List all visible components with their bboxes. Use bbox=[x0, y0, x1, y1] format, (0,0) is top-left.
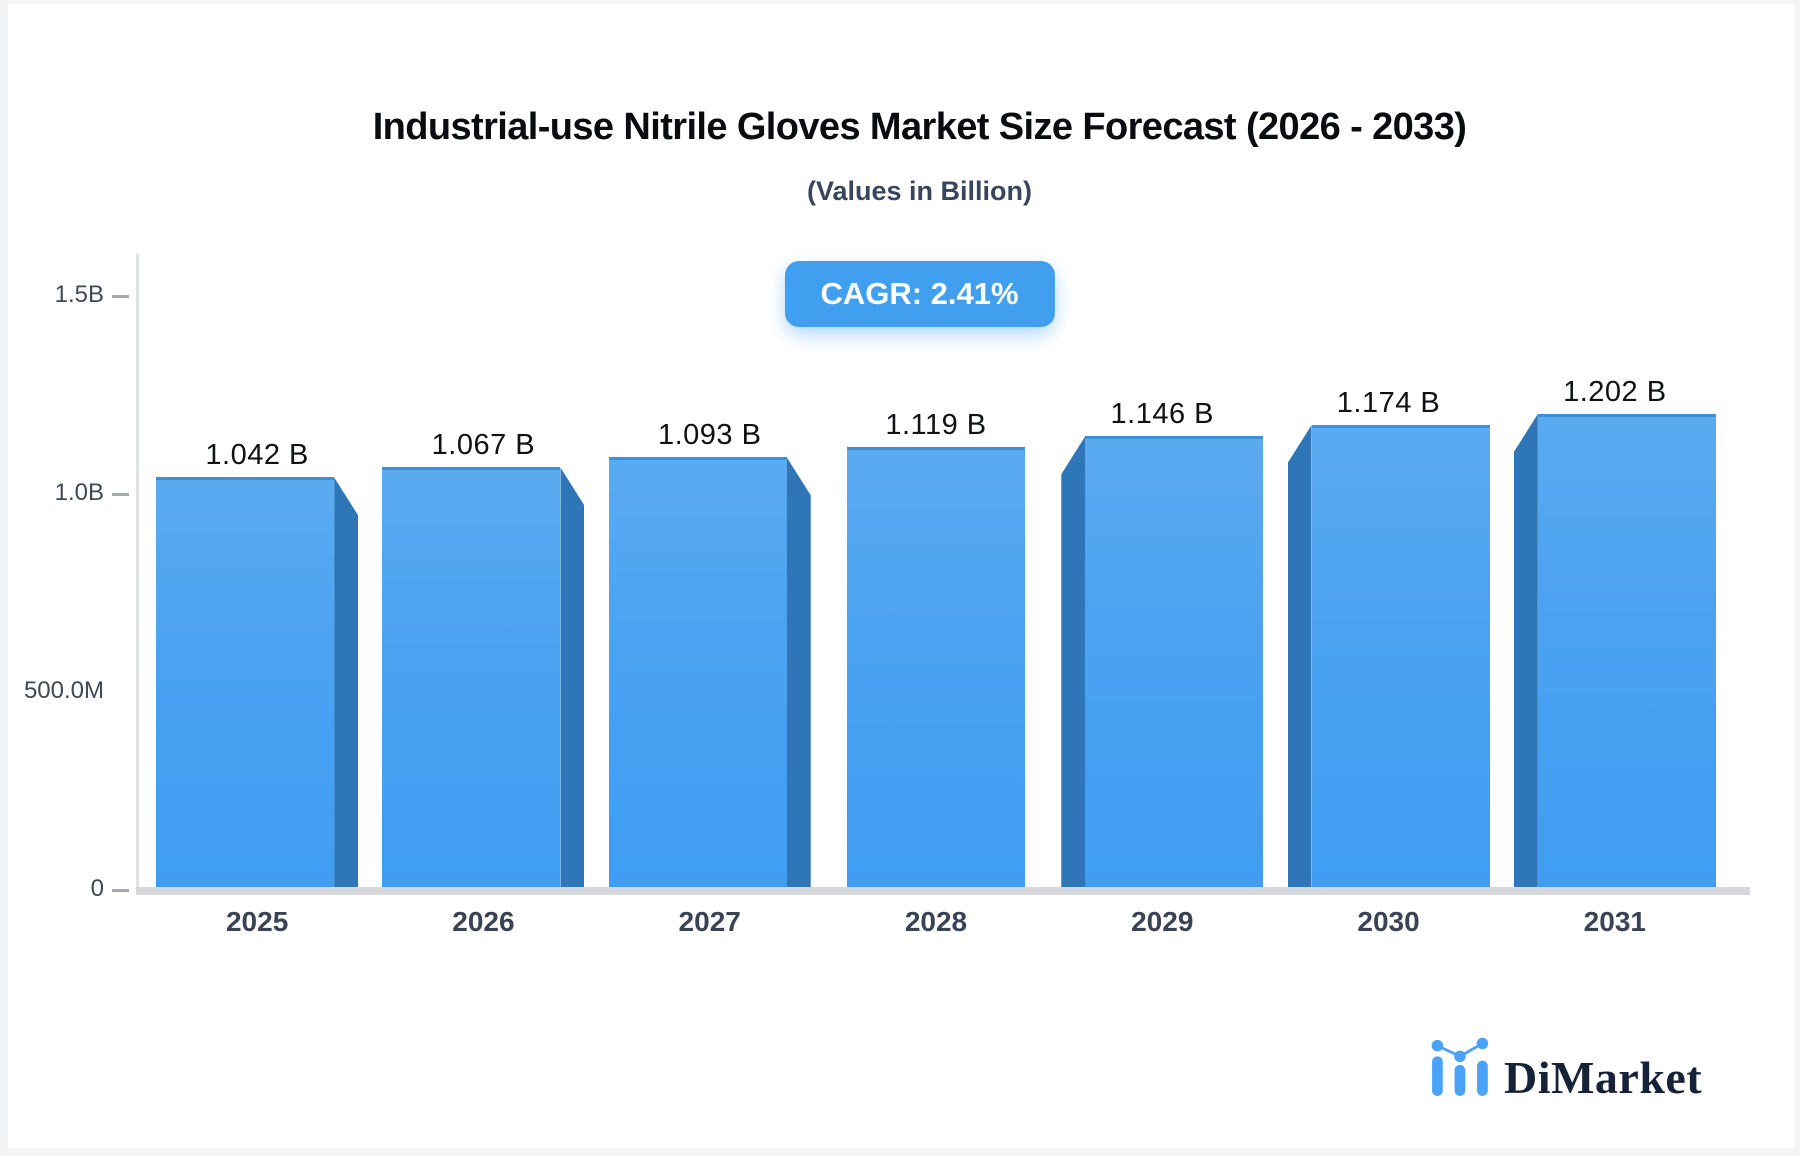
bar-bevel bbox=[1061, 436, 1086, 890]
x-axis-label-2025: 2025 bbox=[225, 906, 289, 937]
y-axis-label: 500.0M bbox=[23, 677, 104, 704]
bar-2029[interactable] bbox=[1061, 436, 1264, 890]
bar-face[interactable] bbox=[1537, 414, 1716, 890]
bar-slot: 1.067 B bbox=[370, 296, 596, 890]
bar-face[interactable] bbox=[846, 446, 1025, 890]
bar-2027[interactable] bbox=[608, 457, 811, 890]
dimarket-logo-icon bbox=[1428, 1036, 1494, 1101]
bar-bevel bbox=[334, 477, 359, 890]
x-axis-labels: 2025 2026 2027 2028 2029 2030 2031 bbox=[144, 906, 1728, 938]
bar-2025[interactable] bbox=[156, 477, 359, 890]
brand-watermark: DiMarket bbox=[1428, 1036, 1702, 1101]
bar-face[interactable] bbox=[1085, 436, 1264, 890]
bar-group-2028: 1.119 B bbox=[835, 296, 1037, 890]
y-axis-label: 1.0B bbox=[54, 479, 104, 506]
y-axis-tick bbox=[112, 493, 129, 496]
bar-value-label: 1.042 B bbox=[205, 439, 309, 472]
bar-2030[interactable] bbox=[1287, 425, 1490, 890]
x-axis-label-2029: 2029 bbox=[1131, 906, 1194, 937]
x-axis-baseline bbox=[136, 887, 1750, 895]
bar-group-2031: 1.202 B bbox=[1513, 296, 1716, 890]
bar-face[interactable] bbox=[382, 467, 561, 890]
x-axis-label-2026: 2026 bbox=[452, 906, 515, 937]
bar-slot: 1.093 B bbox=[597, 296, 823, 890]
bar-face[interactable] bbox=[156, 477, 335, 890]
bar-face[interactable] bbox=[608, 457, 787, 890]
bar-bevel bbox=[786, 457, 811, 890]
bar-group-2025: 1.042 B bbox=[156, 296, 359, 890]
y-axis-tick bbox=[112, 889, 129, 892]
bar-group-2030: 1.174 B bbox=[1287, 296, 1490, 890]
y-axis-tick bbox=[112, 295, 129, 298]
bar-value-label: 1.067 B bbox=[431, 429, 536, 462]
bar-slot: 1.174 B bbox=[1275, 296, 1501, 890]
y-axis-label: 1.5B bbox=[54, 281, 104, 308]
chart-card: Industrial-use Nitrile Gloves Market Siz… bbox=[8, 4, 1795, 1148]
x-axis-label-2027: 2027 bbox=[678, 906, 741, 937]
bar-value-label: 1.146 B bbox=[1110, 398, 1214, 431]
chart-subtitle: (Values in Billion) bbox=[806, 176, 1033, 206]
bar-bevel bbox=[1513, 414, 1538, 890]
bar-bevel bbox=[1287, 425, 1312, 890]
y-axis-label: 0 bbox=[90, 875, 104, 902]
bar-value-label: 1.093 B bbox=[657, 419, 762, 452]
bar-slot: 1.042 B bbox=[144, 296, 370, 890]
bar-group-2027: 1.093 B bbox=[608, 296, 811, 890]
bar-value-label: 1.174 B bbox=[1336, 387, 1441, 420]
bar-2026[interactable] bbox=[382, 467, 585, 890]
bar-bevel bbox=[560, 467, 585, 890]
bar-2028[interactable] bbox=[835, 446, 1037, 890]
bar-group-2026: 1.067 B bbox=[382, 296, 585, 890]
bar-group-2029: 1.146 B bbox=[1061, 296, 1264, 890]
bar-face[interactable] bbox=[1311, 425, 1490, 890]
x-axis-label-2031: 2031 bbox=[1583, 906, 1646, 937]
chart-title: Industrial-use Nitrile Gloves Market Siz… bbox=[372, 106, 1467, 148]
bar-value-label: 1.119 B bbox=[885, 408, 987, 441]
dimarket-logo-text: DiMarket bbox=[1504, 1052, 1703, 1103]
bar-value-label: 1.202 B bbox=[1563, 376, 1667, 409]
bar-slot: 1.146 B bbox=[1049, 296, 1275, 890]
cagr-badge: CAGR: 2.41% bbox=[784, 261, 1055, 327]
x-axis-label-2028: 2028 bbox=[904, 906, 968, 937]
bar-slot: 1.202 B bbox=[1502, 296, 1728, 890]
x-axis-label-2030: 2030 bbox=[1357, 906, 1420, 937]
plot-area: 1.042 B 1.067 B 1.093 B 1.119 B 1.146 B 1.174… bbox=[144, 296, 1728, 890]
bar-slot: 1.119 B bbox=[823, 296, 1049, 890]
bar-2031[interactable] bbox=[1513, 414, 1716, 890]
y-axis-line bbox=[136, 254, 139, 892]
